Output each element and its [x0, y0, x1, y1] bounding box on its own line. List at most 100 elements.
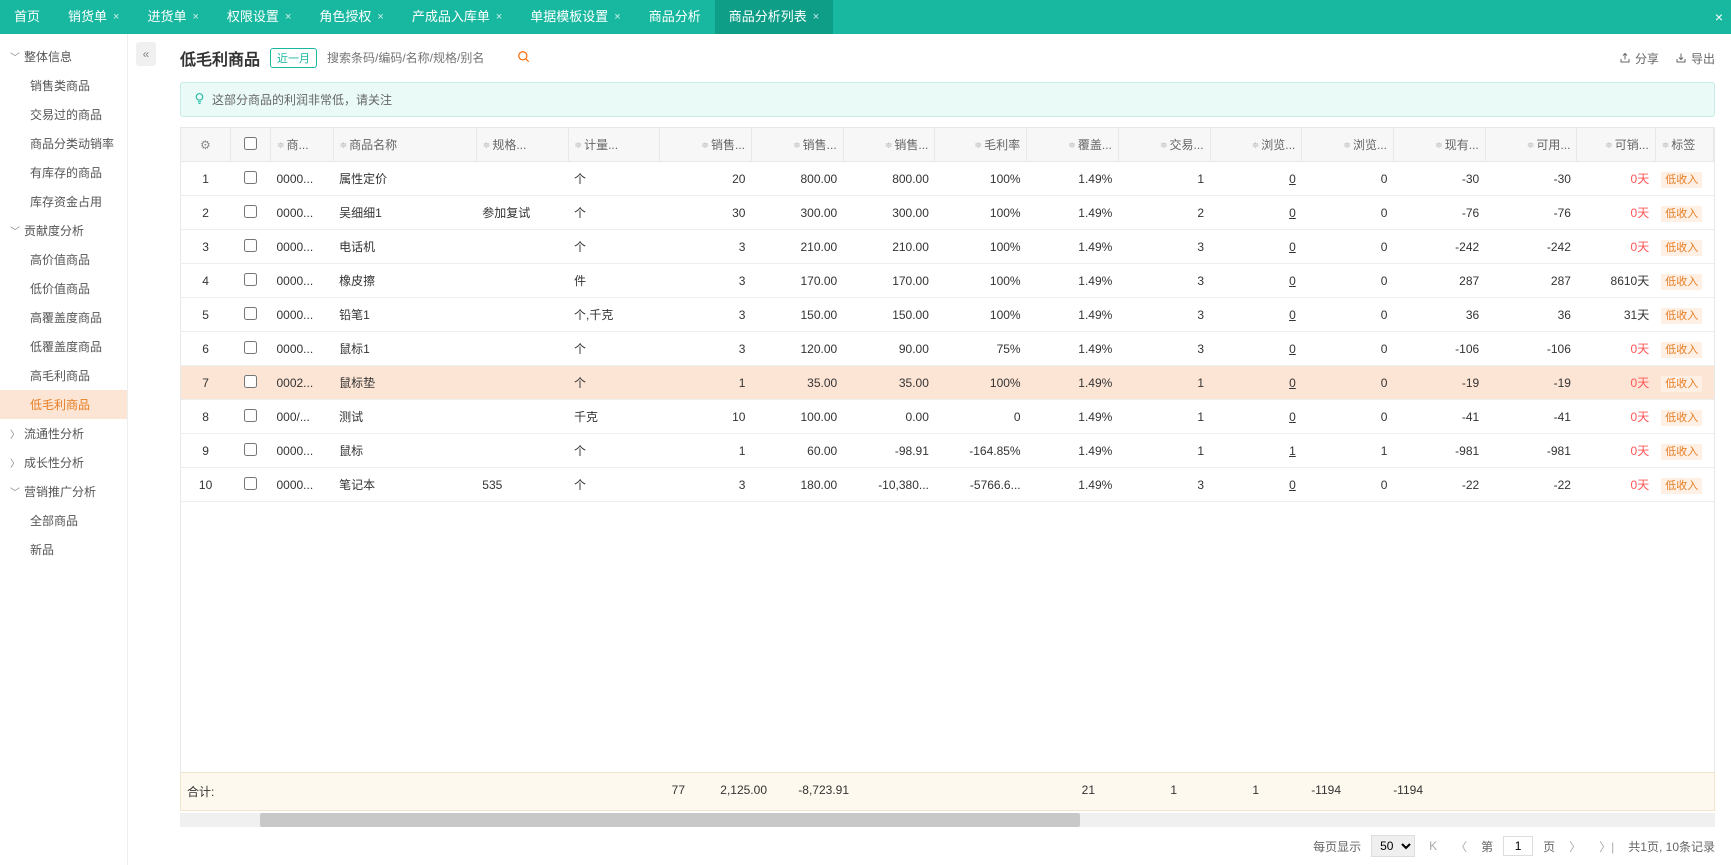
- sidebar-item[interactable]: 有库存的商品: [0, 158, 127, 187]
- column-header-stock1[interactable]: ≑现有...: [1393, 128, 1485, 162]
- row-checkbox[interactable]: [244, 443, 257, 456]
- select-all-checkbox[interactable]: [244, 137, 257, 150]
- horizontal-scrollbar[interactable]: [180, 813, 1715, 827]
- collapse-sidebar-button[interactable]: «: [136, 42, 156, 66]
- close-icon[interactable]: ×: [377, 0, 383, 34]
- cell-sale3: 35.00: [843, 366, 935, 400]
- column-header-candays[interactable]: ≑可销...: [1577, 128, 1655, 162]
- first-page-button[interactable]: K: [1425, 839, 1441, 853]
- table-row[interactable]: 50000...铅笔1个,千克3150.00150.00100%1.49%300…: [181, 298, 1714, 332]
- sidebar-item[interactable]: 低价值商品: [0, 274, 127, 303]
- tab-6[interactable]: 单据模板设置×: [516, 0, 634, 34]
- search-input[interactable]: [327, 51, 507, 65]
- cell-unit: 件: [568, 264, 660, 298]
- cell-cover: 1.49%: [1027, 162, 1119, 196]
- last-page-button[interactable]: 〉|: [1595, 838, 1618, 855]
- row-checkbox[interactable]: [244, 409, 257, 422]
- row-checkbox[interactable]: [244, 205, 257, 218]
- table-row[interactable]: 90000...鼠标个160.00-98.91-164.85%1.49%111-…: [181, 434, 1714, 468]
- row-checkbox[interactable]: [244, 171, 257, 184]
- close-icon[interactable]: ×: [192, 0, 198, 34]
- sidebar-item[interactable]: 销售类商品: [0, 71, 127, 100]
- column-header-name[interactable]: ≑商品名称: [333, 128, 476, 162]
- sidebar-item[interactable]: 高毛利商品: [0, 361, 127, 390]
- column-header-sale2[interactable]: ≑销售...: [751, 128, 843, 162]
- page-input[interactable]: [1503, 836, 1533, 856]
- sidebar-group[interactable]: 〉流通性分析: [0, 419, 127, 448]
- row-checkbox[interactable]: [244, 273, 257, 286]
- column-header-trade[interactable]: ≑交易...: [1118, 128, 1210, 162]
- cell-candays: 8610天: [1577, 264, 1655, 298]
- tab-3[interactable]: 权限设置×: [213, 0, 305, 34]
- table-row[interactable]: 40000...橡皮擦件3170.00170.00100%1.49%300287…: [181, 264, 1714, 298]
- totals-row: 合计:772,125.00-8,723.912111-1194-1194: [180, 772, 1715, 811]
- cell-sale3: 300.00: [843, 196, 935, 230]
- cell-code: 0000...: [270, 230, 333, 264]
- search-icon[interactable]: [517, 50, 531, 67]
- sidebar-item[interactable]: 低毛利商品: [0, 390, 127, 419]
- close-icon[interactable]: ×: [813, 0, 819, 34]
- row-checkbox[interactable]: [244, 307, 257, 320]
- row-checkbox[interactable]: [244, 239, 257, 252]
- column-header-tag[interactable]: ≑标签: [1655, 128, 1713, 162]
- share-button[interactable]: 分享: [1619, 50, 1659, 67]
- table-row[interactable]: 70002...鼠标垫个135.0035.00100%1.49%100-19-1…: [181, 366, 1714, 400]
- column-header-sale3[interactable]: ≑销售...: [843, 128, 935, 162]
- sidebar-item[interactable]: 商品分类动销率: [0, 129, 127, 158]
- column-header-cover[interactable]: ≑覆盖...: [1027, 128, 1119, 162]
- tab-0[interactable]: 首页: [0, 0, 54, 34]
- column-header-sale1[interactable]: ≑销售...: [660, 128, 752, 162]
- close-icon[interactable]: ×: [614, 0, 620, 34]
- table-row[interactable]: 10000...属性定价个20800.00800.00100%1.49%100-…: [181, 162, 1714, 196]
- sidebar-group[interactable]: ﹀贡献度分析: [0, 216, 127, 245]
- close-icon[interactable]: ×: [285, 0, 291, 34]
- row-checkbox[interactable]: [244, 375, 257, 388]
- table-row[interactable]: 20000...吴细细1参加复试个30300.00300.00100%1.49%…: [181, 196, 1714, 230]
- sidebar-item[interactable]: 交易过的商品: [0, 100, 127, 129]
- per-page-select[interactable]: 50: [1371, 835, 1415, 857]
- tab-7[interactable]: 商品分析: [635, 0, 715, 34]
- column-header-unit[interactable]: ≑计量...: [568, 128, 660, 162]
- export-button[interactable]: 导出: [1675, 50, 1715, 67]
- sidebar-item[interactable]: 库存资金占用: [0, 187, 127, 216]
- column-header-view1[interactable]: ≑浏览...: [1210, 128, 1302, 162]
- tab-8[interactable]: 商品分析列表×: [715, 0, 833, 34]
- row-checkbox[interactable]: [244, 341, 257, 354]
- column-header-code[interactable]: ≑商...: [270, 128, 333, 162]
- close-all-icon[interactable]: ×: [1715, 9, 1723, 25]
- sidebar-item[interactable]: 全部商品: [0, 506, 127, 535]
- tab-2[interactable]: 进货单×: [133, 0, 212, 34]
- tab-1[interactable]: 销货单×: [54, 0, 133, 34]
- table-row[interactable]: 60000...鼠标1个3120.0090.0075%1.49%300-106-…: [181, 332, 1714, 366]
- next-page-button[interactable]: 〉: [1565, 838, 1585, 855]
- sidebar-item[interactable]: 高覆盖度商品: [0, 303, 127, 332]
- gear-icon[interactable]: ⚙: [200, 138, 211, 152]
- close-icon[interactable]: ×: [113, 0, 119, 34]
- column-header-stock2[interactable]: ≑可用...: [1485, 128, 1577, 162]
- sidebar-group[interactable]: ﹀整体信息: [0, 42, 127, 71]
- sidebar-group[interactable]: 〉成长性分析: [0, 448, 127, 477]
- table-row[interactable]: 30000...电话机个3210.00210.00100%1.49%300-24…: [181, 230, 1714, 264]
- sidebar-item[interactable]: 新品: [0, 535, 127, 564]
- sidebar-item[interactable]: 高价值商品: [0, 245, 127, 274]
- prev-page-button[interactable]: 〈: [1451, 838, 1471, 855]
- tab-4[interactable]: 角色授权×: [305, 0, 397, 34]
- export-label: 导出: [1691, 50, 1715, 67]
- table-row[interactable]: 8000/...测试千克10100.000.0001.49%100-41-410…: [181, 400, 1714, 434]
- column-header-spec[interactable]: ≑规格...: [476, 128, 568, 162]
- cell-sale1: 30: [660, 196, 752, 230]
- per-page-label: 每页显示: [1313, 838, 1361, 855]
- cell-gear: 1: [181, 162, 230, 196]
- sidebar-group[interactable]: ﹀营销推广分析: [0, 477, 127, 506]
- sort-icon: ≑: [1252, 140, 1260, 151]
- chevron-right-icon: 〉: [10, 426, 20, 441]
- sidebar-item[interactable]: 低覆盖度商品: [0, 332, 127, 361]
- column-header-gross[interactable]: ≑毛利率: [935, 128, 1027, 162]
- close-icon[interactable]: ×: [496, 0, 502, 34]
- table-row[interactable]: 100000...笔记本535个3180.00-10,380...-5766.6…: [181, 468, 1714, 502]
- period-tag[interactable]: 近一月: [270, 48, 317, 68]
- chevron-down-icon: ﹀: [10, 49, 20, 64]
- row-checkbox[interactable]: [244, 477, 257, 490]
- column-header-view2[interactable]: ≑浏览...: [1302, 128, 1394, 162]
- tab-5[interactable]: 产成品入库单×: [398, 0, 516, 34]
